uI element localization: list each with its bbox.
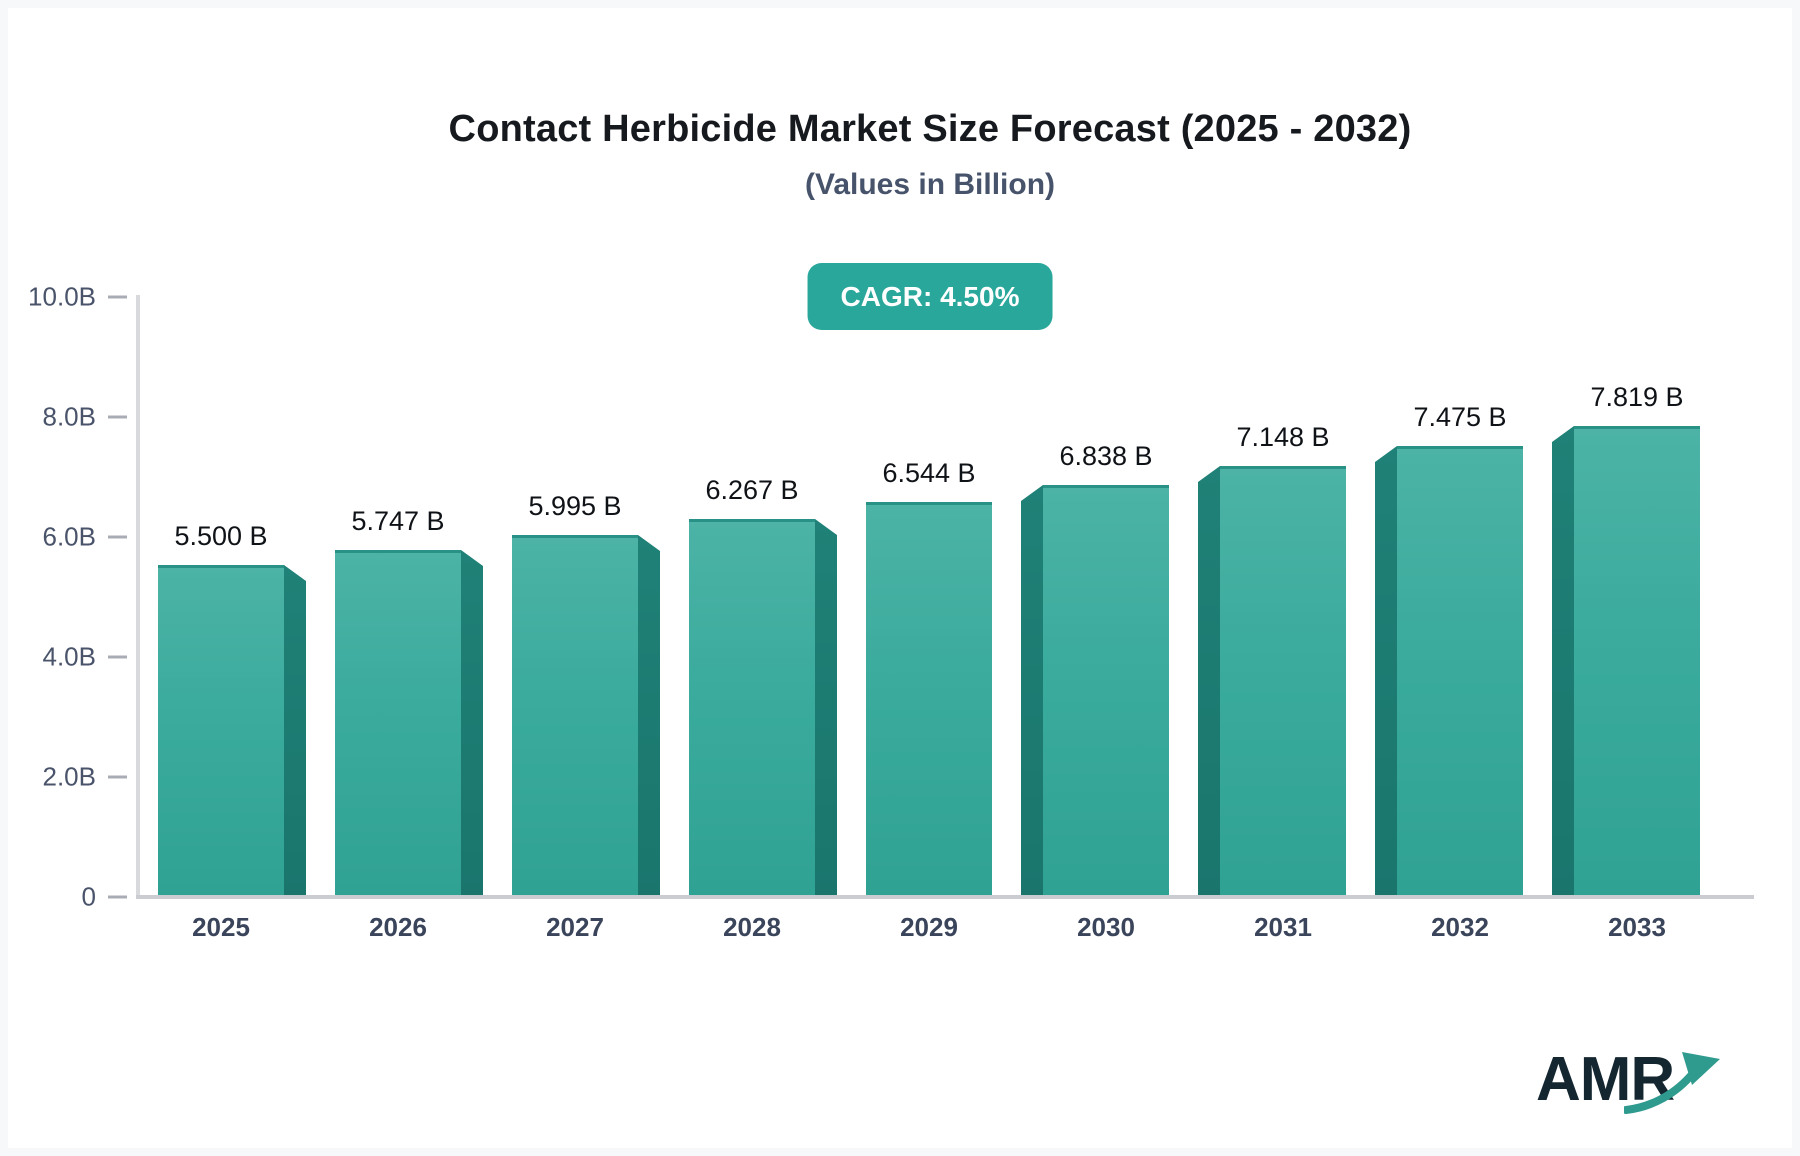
bar-value-label: 6.267 B [705,475,799,505]
x-axis-label-2028: 2028 [723,912,781,942]
y-tick-mark [108,895,127,899]
x-axis-label-2031: 2031 [1254,912,1312,942]
bar-value-label: 5.747 B [351,506,445,536]
bar-value-label: 6.544 B [882,458,976,488]
y-tick-label: 6.0B [42,521,97,552]
y-tick-mark [108,535,127,539]
bar-2025[interactable] [158,565,284,895]
bar-2030[interactable] [1043,485,1169,895]
x-axis-label-2032: 2032 [1431,912,1489,942]
y-axis-line [136,295,140,899]
x-axis-label-2033: 2033 [1608,912,1666,942]
bar-2029[interactable] [866,502,992,895]
bar-3d-side [1375,446,1397,895]
chart-subtitle: (Values in Billion) [804,168,1056,201]
trend-up-arrow-icon [1624,1052,1720,1114]
bar-3d-side [284,565,306,895]
bar-3d-side [1198,466,1220,895]
y-tick-label: 4.0B [42,641,97,672]
x-axis-label-2027: 2027 [546,912,604,942]
x-axis-label-2030: 2030 [1077,912,1135,942]
y-tick-mark [108,655,127,659]
y-tick-mark [108,775,127,779]
x-axis-line [136,895,1754,899]
x-axis-label-2025: 2025 [192,912,250,942]
bar-2033[interactable] [1574,426,1700,895]
bar-2031[interactable] [1220,466,1346,895]
y-tick-label: 2.0B [42,761,97,792]
y-tick-mark [108,415,127,419]
bar-2028[interactable] [689,519,815,895]
bar-2027[interactable] [512,535,638,895]
bar-3d-side [461,550,483,895]
bar-value-label: 7.819 B [1590,382,1684,412]
chart-title: Contact Herbicide Market Size Forecast (… [448,108,1412,150]
bar-value-label: 7.148 B [1236,422,1330,452]
x-axis-label-2026: 2026 [369,912,427,942]
cagr-badge: CAGR: 4.50% [807,263,1053,330]
bar-value-label: 5.500 B [174,521,268,551]
chart-card: Contact Herbicide Market Size Forecast (… [8,8,1792,1148]
bar-2032[interactable] [1397,446,1523,895]
y-tick-label: 8.0B [42,401,97,432]
bar-3d-side [815,519,837,895]
bar-3d-side [1552,426,1574,895]
amr-logo: AMR [1536,1044,1736,1124]
bar-value-label: 5.995 B [528,491,622,521]
x-axis-label-2029: 2029 [900,912,958,942]
y-tick-label: 0 [81,881,96,912]
bar-value-label: 6.838 B [1059,441,1153,471]
bar-3d-side [638,535,660,895]
y-tick-mark [108,295,127,299]
bar-2026[interactable] [335,550,461,895]
bar-value-label: 7.475 B [1413,402,1507,432]
bar-3d-side [1021,485,1043,895]
y-tick-label: 10.0B [28,281,96,312]
